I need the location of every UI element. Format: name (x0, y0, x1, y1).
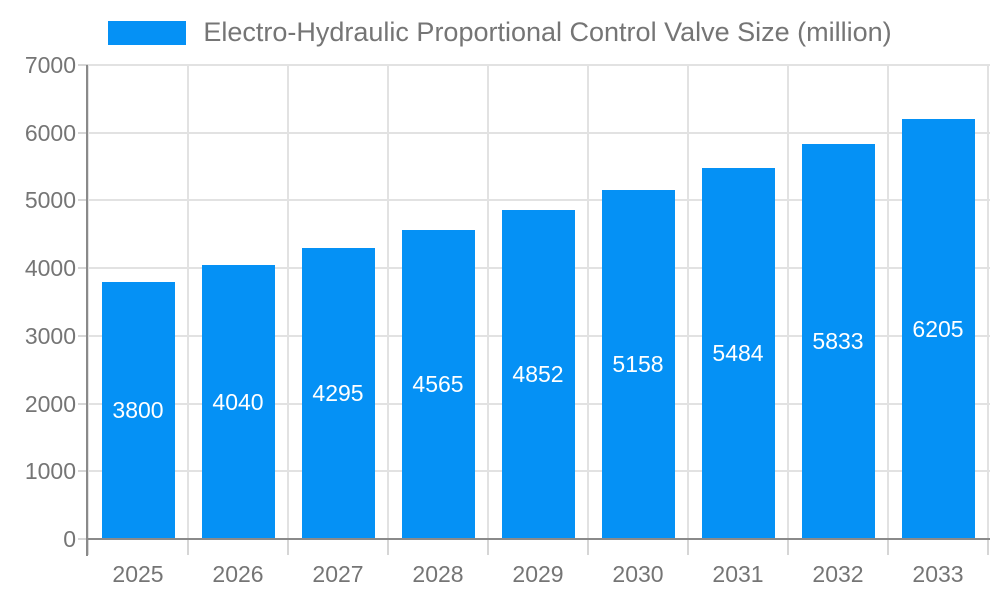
x-gridline (87, 65, 89, 539)
x-axis-line (86, 538, 990, 540)
y-axis-tick-label: 4000 (24, 255, 76, 282)
bar-value-label: 4852 (512, 361, 564, 387)
y-axis-tick-label: 5000 (24, 187, 76, 214)
x-axis-tick-label: 2033 (912, 561, 964, 587)
y-axis-tick (78, 64, 88, 66)
x-axis-tick (787, 539, 789, 555)
y-axis-tick-label: 0 (63, 526, 76, 552)
x-axis-tick (687, 539, 689, 555)
x-axis-tick (87, 539, 89, 555)
bar-2030[interactable]: 5158 (601, 190, 675, 539)
y-axis-tick-label: 3000 (24, 322, 76, 349)
y-axis-tick-label: 2000 (24, 390, 76, 417)
y-axis-tick (78, 538, 88, 540)
x-axis-tick (487, 539, 489, 555)
x-gridline (887, 65, 889, 539)
bar-value-label: 5158 (612, 351, 664, 377)
y-axis-tick (78, 334, 88, 337)
x-axis-tick-label: 2030 (612, 561, 664, 587)
bar-value-label: 4295 (312, 380, 364, 406)
x-axis-tick (587, 539, 589, 555)
x-axis-tick (187, 539, 189, 555)
bar-value-label: 4565 (412, 371, 464, 397)
y-axis-tick (78, 402, 88, 405)
legend-swatch (108, 20, 187, 45)
y-gridline (88, 64, 990, 66)
chart-legend[interactable]: Electro-Hydraulic Proportional Control V… (0, 17, 1000, 48)
x-axis-tick-label: 2026 (212, 561, 264, 587)
x-gridline (687, 65, 689, 539)
bar-2029[interactable]: 4852 (501, 210, 575, 539)
x-axis-tick (887, 539, 889, 555)
y-axis-tick (78, 267, 88, 270)
x-gridline (387, 65, 389, 539)
bar-value-label: 5833 (812, 328, 864, 354)
y-axis-tick (78, 131, 88, 134)
x-axis-tick-label: 2031 (712, 561, 764, 587)
bar-2033[interactable]: 6205 (901, 119, 975, 539)
x-axis-tick (387, 539, 389, 555)
bar-value-label: 6205 (912, 315, 964, 342)
x-axis-tick-label: 2027 (312, 561, 364, 587)
x-axis-tick-label: 2028 (412, 561, 464, 587)
x-gridline (587, 65, 589, 539)
chart-title: Electro-Hydraulic Proportional Control V… (203, 17, 892, 47)
y-axis-line (86, 65, 88, 556)
y-axis-tick (78, 199, 88, 202)
x-gridline (287, 65, 289, 539)
bar-2032[interactable]: 5833 (801, 144, 875, 539)
bar-2027[interactable]: 4295 (301, 248, 375, 539)
bar-2026[interactable]: 4040 (201, 265, 275, 539)
y-axis-tick-label: 7000 (24, 52, 76, 78)
y-gridline (88, 199, 990, 202)
bar-value-label: 4040 (212, 388, 264, 415)
x-axis-tick (987, 539, 989, 555)
x-axis-tick (287, 539, 289, 555)
x-axis-tick-label: 2025 (112, 561, 164, 587)
bar-2028[interactable]: 4565 (401, 230, 475, 539)
x-axis-tick-label: 2029 (512, 561, 564, 587)
x-axis-tick-label: 2032 (812, 561, 864, 587)
bar-value-label: 3800 (112, 397, 164, 423)
bar-2031[interactable]: 5484 (701, 168, 775, 539)
bar-2025[interactable]: 3800 (101, 282, 175, 539)
x-gridline (787, 65, 789, 539)
x-gridline (987, 65, 989, 539)
y-gridline (88, 131, 990, 134)
y-axis-tick-label: 1000 (24, 458, 76, 485)
x-gridline (187, 65, 189, 539)
bar-value-label: 5484 (712, 340, 764, 366)
y-axis-tick (78, 470, 88, 473)
y-axis-tick-label: 6000 (24, 119, 76, 146)
x-gridline (487, 65, 489, 539)
